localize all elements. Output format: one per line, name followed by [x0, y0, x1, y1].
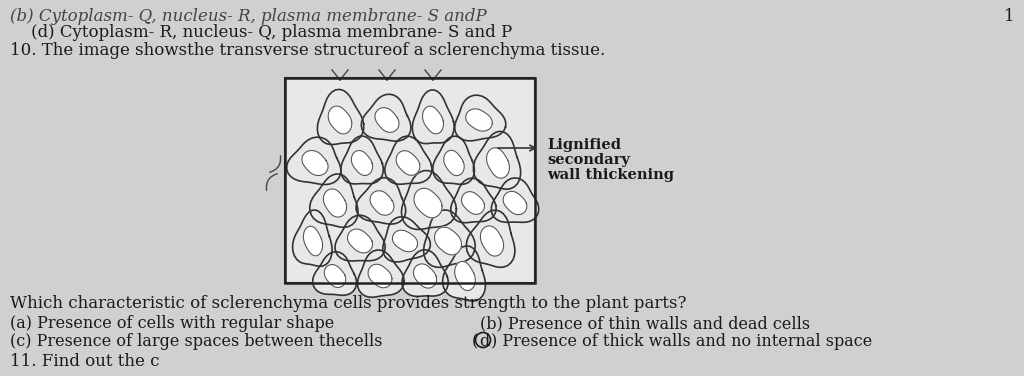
Polygon shape	[414, 264, 436, 288]
Polygon shape	[413, 90, 454, 144]
Polygon shape	[357, 250, 404, 297]
Polygon shape	[462, 192, 484, 214]
Text: Which characteristic of sclerenchyma cells provides strength to the plant parts?: Which characteristic of sclerenchyma cel…	[10, 295, 686, 312]
Text: (d) Cytoplasm- R, nucleus- Q, plasma membrane- S and P: (d) Cytoplasm- R, nucleus- Q, plasma mem…	[10, 24, 512, 41]
Polygon shape	[309, 174, 358, 227]
Polygon shape	[455, 95, 506, 141]
Polygon shape	[392, 230, 418, 252]
Bar	[285, 78, 535, 283]
Polygon shape	[351, 150, 373, 176]
Polygon shape	[375, 108, 399, 132]
Polygon shape	[370, 191, 394, 215]
Polygon shape	[341, 136, 383, 184]
Text: wall thickening: wall thickening	[547, 168, 674, 182]
Polygon shape	[328, 106, 352, 134]
Polygon shape	[303, 226, 323, 256]
Polygon shape	[383, 217, 430, 262]
Polygon shape	[368, 264, 392, 288]
Text: (: (	[472, 333, 478, 350]
Text: d: d	[479, 333, 489, 350]
Text: secondary: secondary	[547, 153, 630, 167]
Text: (b) Presence of thin walls and dead cells: (b) Presence of thin walls and dead cell…	[480, 315, 810, 332]
Polygon shape	[356, 178, 406, 224]
Text: (b) Cytoplasm- Q, nucleus- R, plasma membrane- S andP: (b) Cytoplasm- Q, nucleus- R, plasma mem…	[10, 8, 486, 25]
Polygon shape	[443, 150, 464, 176]
Polygon shape	[451, 178, 497, 223]
Polygon shape	[312, 252, 356, 295]
Text: (c) Presence of large spaces between thecells: (c) Presence of large spaces between the…	[10, 333, 383, 350]
Text: ) Presence of thick walls and no internal space: ) Presence of thick walls and no interna…	[490, 333, 872, 350]
Polygon shape	[423, 106, 443, 134]
Polygon shape	[455, 261, 475, 291]
Polygon shape	[287, 137, 341, 185]
Polygon shape	[324, 189, 347, 217]
Text: 11. Find out the c: 11. Find out the c	[10, 353, 160, 370]
Polygon shape	[402, 250, 449, 296]
Text: 10. The image showsthe transverse structureof a sclerenchyma tissue.: 10. The image showsthe transverse struct…	[10, 42, 605, 59]
Polygon shape	[335, 215, 385, 261]
Polygon shape	[480, 226, 504, 256]
Polygon shape	[434, 227, 462, 255]
Polygon shape	[466, 109, 493, 131]
Polygon shape	[503, 191, 526, 215]
Polygon shape	[486, 148, 509, 178]
Polygon shape	[396, 151, 420, 175]
Polygon shape	[293, 210, 332, 266]
Polygon shape	[492, 178, 539, 222]
Text: (a) Presence of cells with regular shape: (a) Presence of cells with regular shape	[10, 315, 334, 332]
Polygon shape	[347, 229, 373, 253]
Polygon shape	[473, 131, 520, 189]
Polygon shape	[385, 136, 432, 184]
Polygon shape	[401, 171, 457, 229]
Polygon shape	[325, 265, 346, 288]
Text: Lignified: Lignified	[547, 138, 621, 152]
Polygon shape	[424, 210, 475, 267]
Text: 1: 1	[1005, 8, 1015, 25]
Polygon shape	[414, 188, 442, 218]
Polygon shape	[433, 136, 474, 184]
Polygon shape	[466, 210, 515, 267]
Polygon shape	[442, 246, 485, 301]
Polygon shape	[361, 94, 411, 141]
Polygon shape	[302, 150, 328, 176]
Polygon shape	[317, 89, 364, 144]
Bar	[285, 78, 535, 283]
